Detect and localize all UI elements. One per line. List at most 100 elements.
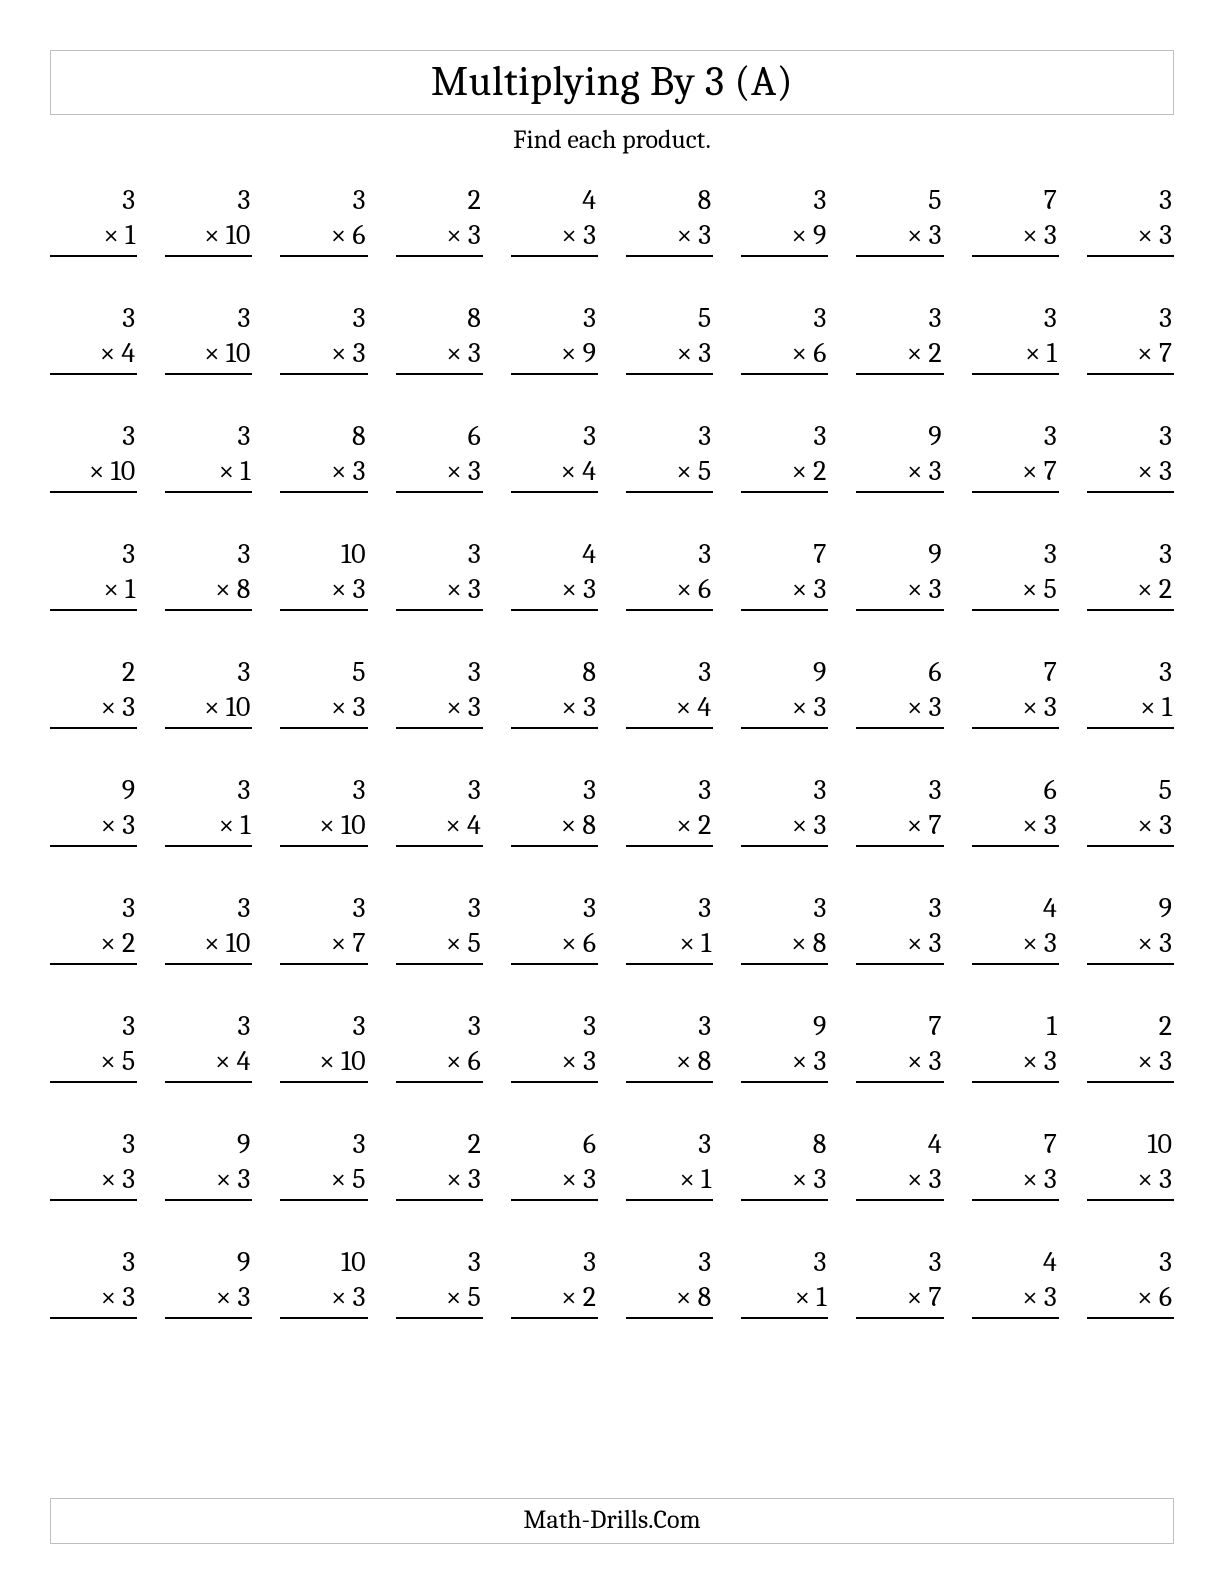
multiplier-row: × 3	[856, 1044, 943, 1083]
multiplicand: 3	[353, 301, 368, 336]
multiplier-row: × 3	[511, 218, 598, 257]
multiplication-problem: 9× 3	[856, 537, 943, 611]
multiplier-row: × 3	[280, 572, 367, 611]
multiplier-row: × 3	[396, 572, 483, 611]
multiplication-problem: 3× 2	[50, 891, 137, 965]
multiplication-problem: 3× 1	[626, 1127, 713, 1201]
multiplier-row: × 5	[396, 926, 483, 965]
multiplicand: 3	[237, 891, 252, 926]
multiplicand: 3	[122, 1127, 137, 1162]
multiplier-row: × 3	[972, 1280, 1059, 1319]
multiplicand: 3	[468, 537, 483, 572]
multiplication-problem: 8× 3	[511, 655, 598, 729]
multiplier-row: × 4	[165, 1044, 252, 1083]
multiplier-row: × 6	[741, 336, 828, 375]
multiplication-problem: 3× 3	[50, 1245, 137, 1319]
multiplier-row: × 3	[1087, 1162, 1174, 1201]
multiplicand: 3	[583, 419, 598, 454]
multiplier-row: × 10	[50, 454, 137, 493]
multiplier-row: × 10	[280, 1044, 367, 1083]
multiplier-row: × 3	[972, 808, 1059, 847]
multiplicand: 7	[1044, 655, 1059, 690]
multiplicand: 4	[928, 1127, 944, 1162]
multiplicand: 3	[698, 537, 713, 572]
multiplication-problem: 3× 4	[50, 301, 137, 375]
multiplicand: 3	[813, 419, 828, 454]
multiplicand: 3	[813, 301, 828, 336]
multiplicand: 7	[1044, 1127, 1059, 1162]
multiplication-problem: 3× 4	[626, 655, 713, 729]
multiplication-problem: 3× 6	[1087, 1245, 1174, 1319]
multiplier-row: × 3	[280, 690, 367, 729]
multiplicand: 3	[583, 773, 598, 808]
multiplier-row: × 6	[626, 572, 713, 611]
multiplication-problem: 3× 8	[741, 891, 828, 965]
multiplication-problem: 3× 4	[511, 419, 598, 493]
multiplicand: 3	[122, 1245, 137, 1280]
multiplicand: 3	[1044, 301, 1059, 336]
multiplier-row: × 1	[50, 218, 137, 257]
multiplicand: 3	[1044, 419, 1059, 454]
multiplication-problem: 10× 3	[1087, 1127, 1174, 1201]
multiplicand: 3	[353, 891, 368, 926]
multiplication-problem: 5× 3	[856, 183, 943, 257]
multiplicand: 2	[468, 1127, 483, 1162]
multiplier-row: × 3	[741, 808, 828, 847]
multiplicand: 9	[237, 1245, 252, 1280]
multiplication-problem: 3× 1	[972, 301, 1059, 375]
multiplier-row: × 2	[626, 808, 713, 847]
multiplication-problem: 3× 8	[511, 773, 598, 847]
multiplicand: 3	[698, 773, 713, 808]
multiplicand: 8	[352, 419, 368, 454]
multiplicand: 4	[582, 183, 598, 218]
multiplier-row: × 1	[165, 454, 252, 493]
multiplicand: 10	[341, 1245, 368, 1280]
multiplication-problem: 4× 3	[972, 1245, 1059, 1319]
multiplication-problem: 4× 3	[856, 1127, 943, 1201]
multiplier-row: × 3	[50, 1280, 137, 1319]
multiplicand: 3	[1159, 655, 1174, 690]
multiplication-problem: 3× 9	[511, 301, 598, 375]
multiplier-row: × 8	[165, 572, 252, 611]
multiplier-row: × 3	[972, 926, 1059, 965]
multiplier-row: × 1	[972, 336, 1059, 375]
multiplier-row: × 5	[626, 454, 713, 493]
multiplicand: 8	[813, 1127, 829, 1162]
multiplier-row: × 1	[741, 1280, 828, 1319]
problem-grid: 3× 13× 103× 62× 34× 38× 33× 95× 37× 33× …	[50, 183, 1174, 1468]
multiplication-problem: 3× 10	[165, 301, 252, 375]
multiplicand: 3	[698, 1009, 713, 1044]
multiplier-row: × 3	[1087, 218, 1174, 257]
multiplicand: 3	[237, 419, 252, 454]
multiplication-problem: 3× 1	[165, 419, 252, 493]
multiplicand: 3	[468, 1245, 483, 1280]
multiplier-row: × 4	[396, 808, 483, 847]
multiplicand: 3	[583, 301, 598, 336]
multiplication-problem: 8× 3	[280, 419, 367, 493]
multiplication-problem: 7× 3	[741, 537, 828, 611]
multiplicand: 3	[1159, 1245, 1174, 1280]
multiplicand: 3	[468, 655, 483, 690]
multiplier-row: × 3	[741, 1044, 828, 1083]
multiplier-row: × 3	[396, 454, 483, 493]
multiplication-problem: 3× 10	[165, 183, 252, 257]
multiplicand: 3	[813, 773, 828, 808]
multiplication-problem: 3× 1	[165, 773, 252, 847]
multiplicand: 3	[122, 537, 137, 572]
multiplicand: 3	[1159, 419, 1174, 454]
multiplier-row: × 4	[626, 690, 713, 729]
multiplication-problem: 3× 1	[1087, 655, 1174, 729]
multiplicand: 3	[122, 419, 137, 454]
multiplicand: 4	[1043, 1245, 1059, 1280]
multiplier-row: × 1	[1087, 690, 1174, 729]
multiplier-row: × 3	[1087, 1044, 1174, 1083]
multiplication-problem: 3× 1	[50, 183, 137, 257]
multiplicand: 3	[122, 891, 137, 926]
multiplier-row: × 1	[165, 808, 252, 847]
multiplicand: 3	[583, 1009, 598, 1044]
multiplication-problem: 4× 3	[511, 183, 598, 257]
multiplication-problem: 3× 3	[396, 655, 483, 729]
multiplier-row: × 3	[741, 572, 828, 611]
multiplier-row: × 3	[511, 1044, 598, 1083]
multiplier-row: × 10	[165, 926, 252, 965]
